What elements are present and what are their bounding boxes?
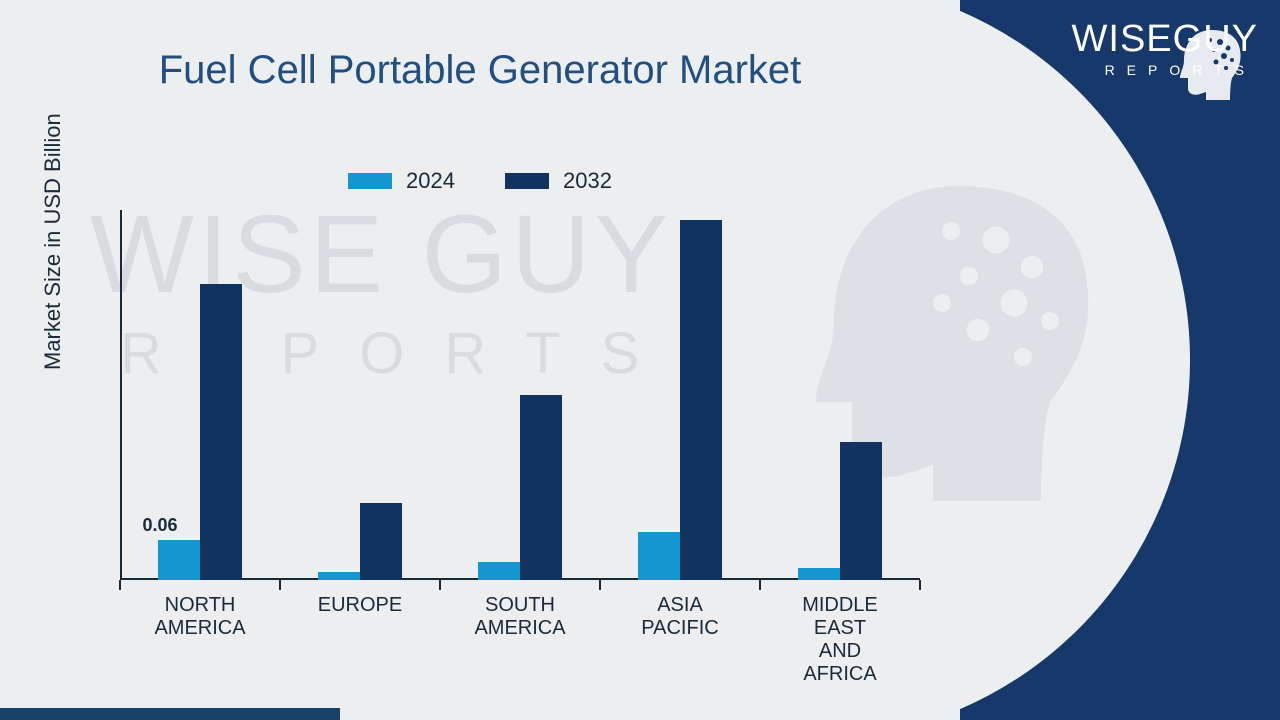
logo-subtext: REPORTS bbox=[1072, 62, 1256, 78]
category-label: MIDDLEEASTANDAFRICA bbox=[760, 594, 920, 686]
bottom-accent-bar bbox=[0, 708, 340, 720]
legend-item-2032: 2032 bbox=[505, 168, 612, 194]
bar-2024 bbox=[318, 572, 360, 580]
bar-group: EUROPE bbox=[280, 210, 440, 580]
bar-value-label: 0.06 bbox=[120, 515, 200, 536]
x-axis-tick bbox=[119, 580, 121, 590]
category-label: ASIAPACIFIC bbox=[600, 594, 760, 640]
legend-item-2024: 2024 bbox=[348, 168, 455, 194]
circle-cutout bbox=[960, 0, 1190, 720]
category-label: EUROPE bbox=[280, 594, 440, 617]
bar-2024 bbox=[638, 532, 680, 580]
bar-2024 bbox=[798, 568, 840, 580]
y-axis-label: Market Size in USD Billion bbox=[40, 113, 66, 370]
bar-2024 bbox=[158, 540, 200, 580]
x-axis-tick bbox=[599, 580, 601, 590]
bar-group: ASIAPACIFIC bbox=[600, 210, 760, 580]
right-brand-panel bbox=[960, 0, 1280, 720]
bar-2032 bbox=[360, 503, 402, 580]
bar-2032 bbox=[680, 220, 722, 580]
chart-legend: 2024 2032 bbox=[0, 168, 960, 194]
category-label: NORTHAMERICA bbox=[120, 594, 280, 640]
x-axis-tick bbox=[439, 580, 441, 590]
legend-swatch-2032 bbox=[505, 173, 549, 189]
plot-area: 0.06NORTHAMERICAEUROPESOUTHAMERICAASIAPA… bbox=[120, 210, 920, 580]
bar-2032 bbox=[200, 284, 242, 580]
legend-label-2032: 2032 bbox=[563, 168, 612, 194]
logo-word-2: GUY bbox=[1173, 18, 1258, 60]
category-label: SOUTHAMERICA bbox=[440, 594, 600, 640]
bar-2032 bbox=[840, 442, 882, 580]
bar-group: SOUTHAMERICA bbox=[440, 210, 600, 580]
bar-2024 bbox=[478, 562, 520, 580]
legend-swatch-2024 bbox=[348, 173, 392, 189]
x-axis-tick bbox=[279, 580, 281, 590]
x-axis-tick bbox=[919, 580, 921, 590]
chart-canvas: WISEGUY REPORTS WISE GUY REPORTS Fuel Ce… bbox=[0, 0, 1280, 720]
x-axis-tick bbox=[759, 580, 761, 590]
chart-title: Fuel Cell Portable Generator Market bbox=[0, 48, 960, 93]
logo-word-1: WISE bbox=[1072, 18, 1173, 60]
bar-2032 bbox=[520, 395, 562, 580]
brand-logo: WISEGUY REPORTS bbox=[1072, 20, 1258, 78]
bar-group: MIDDLEEASTANDAFRICA bbox=[760, 210, 920, 580]
bar-group: 0.06NORTHAMERICA bbox=[120, 210, 280, 580]
legend-label-2024: 2024 bbox=[406, 168, 455, 194]
